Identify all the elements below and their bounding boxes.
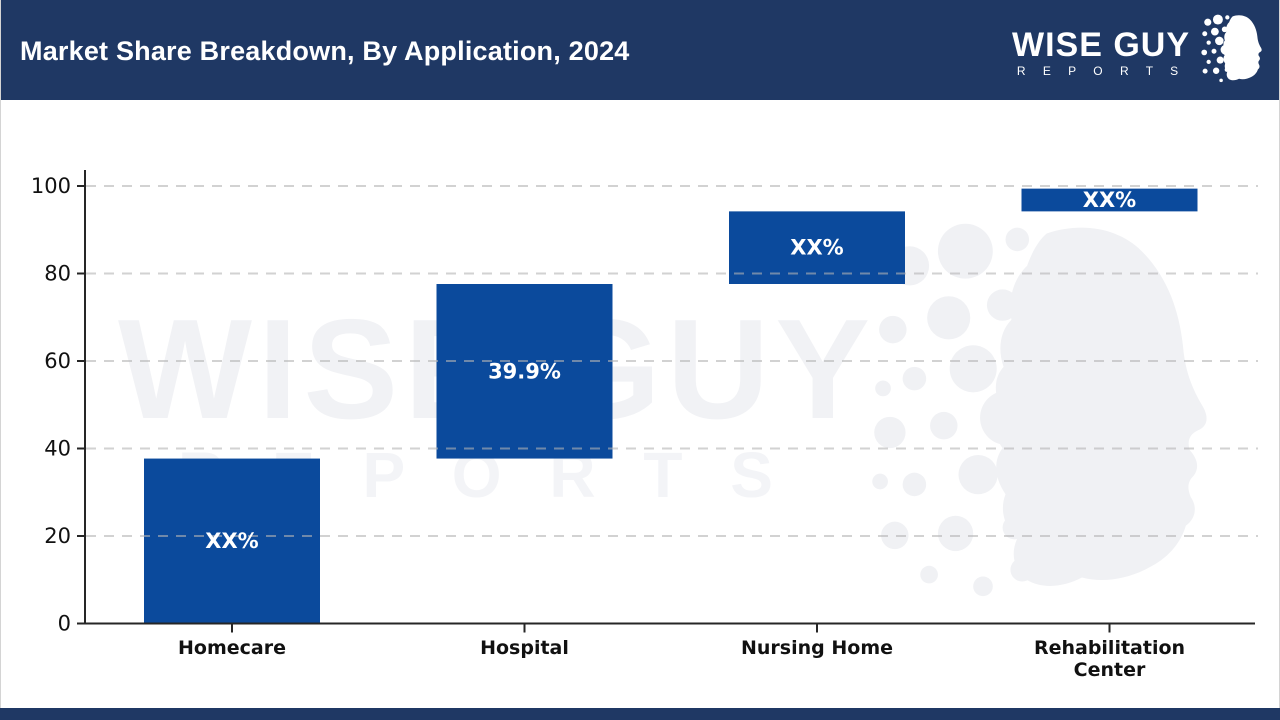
y-tick-label-0: 0 — [58, 612, 71, 636]
x-tick-label-nursing-home: Nursing Home — [741, 637, 893, 659]
y-tick-label-80: 80 — [44, 262, 71, 286]
header-bar: Market Share Breakdown, By Application, … — [0, 0, 1280, 100]
brand-logo-subtitle: R E P O R T S — [1016, 64, 1186, 78]
bar-label-0: XX% — [205, 529, 258, 553]
bar-homecare — [144, 458, 320, 624]
watermark-face-logo — [872, 223, 1207, 597]
bar-label-3: XX% — [1083, 188, 1136, 212]
bar-label-1: 39.9% — [488, 359, 561, 383]
bar-hospital — [436, 284, 613, 459]
bar-label-2: XX% — [790, 236, 843, 260]
y-tick-label-40: 40 — [44, 437, 71, 461]
page-border-left — [0, 0, 1, 720]
footer-bar — [0, 708, 1280, 720]
bar-nursing-home — [729, 211, 905, 284]
y-tick-label-100: 100 — [31, 174, 71, 198]
x-tick-label-rehabilitation-center: Rehabilitation Center — [1034, 637, 1185, 681]
brand-logo-face-icon — [1201, 14, 1262, 83]
brand-logo: WISE GUY R E P O R T S — [1012, 12, 1262, 90]
x-tick-label-hospital: Hospital — [480, 637, 569, 659]
bar-rehabilitation-center — [1021, 188, 1198, 212]
y-tick-label-60: 60 — [44, 349, 71, 373]
y-tick-label-20: 20 — [44, 524, 71, 548]
brand-logo-name: WISE GUY — [1012, 26, 1191, 64]
x-tick-label-homecare: Homecare — [178, 637, 286, 659]
chart-title: Market Share Breakdown, By Application, … — [20, 36, 630, 66]
